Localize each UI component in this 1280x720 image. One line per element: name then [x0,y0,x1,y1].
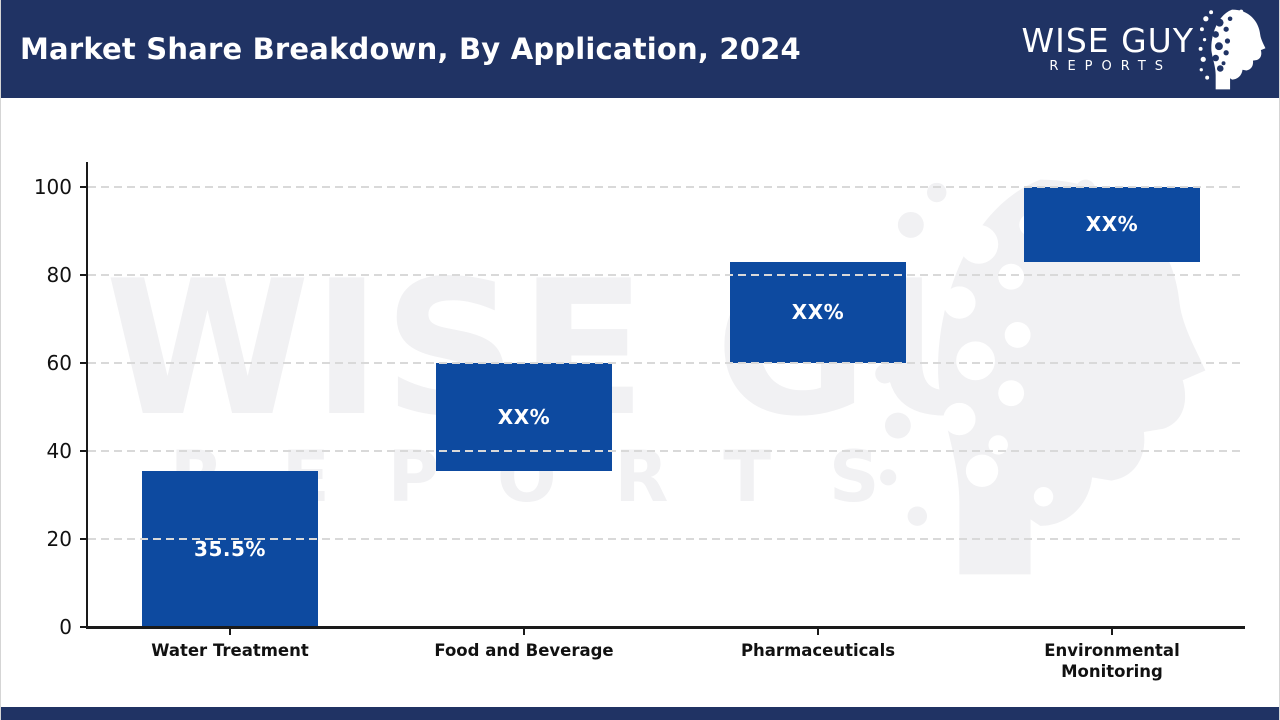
wiseguy-logo-text: WISE GUY REPORTS [1021,20,1194,75]
x-axis-category-label-water-treatment: Water Treatment [151,641,309,660]
y-axis-tick [80,186,88,188]
header-bar: Market Share Breakdown, By Application, … [0,0,1280,98]
x-axis-category-label-pharmaceuticals: Pharmaceuticals [740,641,896,660]
x-axis-tick [1111,627,1113,635]
y-axis-tick [80,274,88,276]
page-title: Market Share Breakdown, By Application, … [20,32,801,66]
y-axis-tick-label: 60 [46,351,72,375]
bar-value-label-water-treatment: 35.5% [194,536,266,561]
bar-pharmaceuticals [730,261,906,363]
y-axis-tick-label: 100 [33,175,72,199]
gridline-80 [88,274,1245,276]
wiseguy-head-icon [1198,9,1266,89]
wiseguy-logo-sub: REPORTS [1049,59,1173,75]
footer-bar [0,707,1280,720]
y-axis-tick-label: 20 [46,527,72,551]
bar-food-and-beverage [436,363,612,471]
bar-environmental-monitoring [1024,187,1200,262]
y-axis-tick [80,626,88,628]
bar-value-label-food-and-beverage: XX% [497,404,551,429]
bar-value-label-pharmaceuticals: XX% [791,300,845,325]
y-axis-tick-label: 80 [46,263,72,287]
bar-water-treatment [142,470,318,627]
gridline-100 [88,186,1245,188]
x-axis-tick [229,627,231,635]
gridline-40 [88,450,1245,452]
y-axis-tick [80,362,88,364]
gridline-60 [88,362,1245,364]
y-axis-tick-label: 40 [46,439,72,463]
x-axis-tick [817,627,819,635]
x-axis-line [86,626,1245,629]
y-axis-tick-label: 0 [59,615,72,639]
wiseguy-logo-name: WISE GUY [1021,20,1194,60]
x-axis-category-label-food-and-beverage: Food and Beverage [434,641,614,660]
wiseguy-logo: WISE GUY REPORTS [1021,6,1270,92]
bar-value-label-environmental-monitoring: XX% [1085,212,1139,237]
y-axis-tick [80,538,88,540]
gridline-20 [88,538,1245,540]
x-axis-tick [523,627,525,635]
y-axis-line [86,162,88,629]
y-axis-tick [80,450,88,452]
x-axis-category-label-environmental-monitoring: Environmental Monitoring [1044,641,1180,682]
